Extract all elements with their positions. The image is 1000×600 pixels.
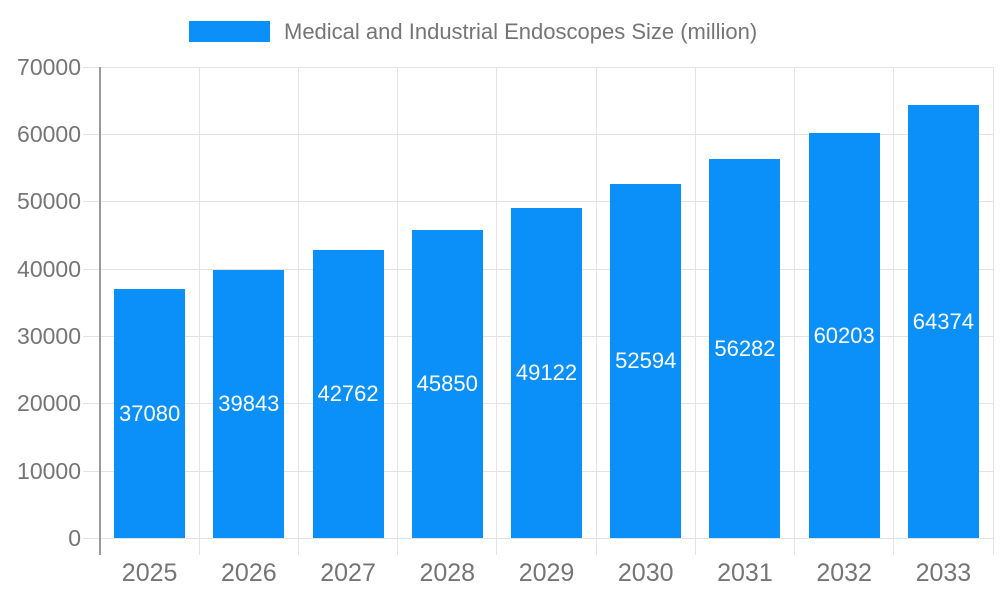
gridline-horizontal (100, 538, 993, 539)
x-axis-tick (694, 538, 696, 555)
x-axis-tick (496, 538, 498, 555)
bar (511, 207, 582, 539)
gridline-vertical (794, 67, 796, 539)
gridline-horizontal (100, 133, 993, 135)
y-axis-tick (83, 538, 100, 539)
y-axis-tick (83, 403, 100, 405)
bar-value-label: 60203 (813, 322, 875, 348)
y-axis-tick-label: 40000 (17, 255, 81, 282)
bar-value-label: 64374 (912, 308, 974, 334)
bar (907, 104, 979, 539)
x-axis-tick-label: 2025 (121, 558, 178, 587)
y-axis-tick-label: 50000 (17, 188, 81, 215)
y-axis-tick (83, 66, 100, 68)
x-axis-tick (595, 538, 597, 555)
y-axis-tick (83, 470, 100, 472)
y-axis-tick-label: 0 (68, 525, 81, 551)
y-axis-tick (83, 133, 100, 135)
x-axis-tick (397, 538, 399, 555)
bar (213, 270, 285, 539)
y-axis-line (99, 67, 101, 555)
y-axis-tick (83, 335, 100, 337)
y-axis-tick-label: 20000 (17, 390, 81, 417)
gridline-vertical (198, 67, 200, 539)
bar-value-label: 49122 (515, 360, 578, 386)
x-axis-tick (297, 538, 299, 555)
legend-swatch (189, 21, 270, 42)
x-axis-tick-label: 2029 (518, 558, 575, 587)
legend-label: Medical and Industrial Endoscopes Size (… (284, 19, 758, 44)
y-axis-tick-label: 70000 (17, 53, 81, 80)
x-axis-tick-label: 2031 (717, 558, 773, 587)
gridline-vertical (694, 67, 696, 539)
bar (312, 250, 384, 539)
x-axis-tick-label: 2027 (320, 558, 376, 587)
bar (610, 184, 682, 539)
gridline-horizontal (100, 66, 993, 68)
x-axis-tick (893, 538, 895, 555)
bar-value-label: 37080 (119, 400, 181, 426)
gridline-horizontal (100, 201, 993, 203)
bar (411, 229, 483, 539)
bar-value-label: 52594 (615, 348, 677, 374)
bar (709, 159, 781, 539)
x-axis-tick (198, 538, 200, 555)
x-axis-tick-label: 2028 (419, 558, 476, 587)
gridline-vertical (595, 67, 597, 539)
gridline-vertical (397, 67, 399, 539)
y-axis-tick-label: 10000 (17, 457, 81, 484)
bar-value-label: 42762 (317, 381, 379, 407)
y-axis-tick (83, 268, 100, 270)
x-axis-tick (794, 538, 796, 555)
x-axis-tick-label: 2033 (915, 558, 972, 587)
y-axis-tick-label: 30000 (17, 322, 81, 349)
bar (114, 288, 186, 539)
x-axis-tick-label: 2030 (617, 558, 674, 587)
gridline-vertical (297, 67, 299, 539)
bar (808, 132, 880, 539)
bar-value-label: 56282 (714, 335, 776, 361)
x-axis-tick-label: 2032 (816, 558, 872, 587)
bar-value-label: 39843 (218, 391, 280, 417)
bar-value-label: 45850 (416, 371, 478, 397)
x-axis-tick-label: 2026 (221, 558, 277, 587)
legend: Medical and Industrial Endoscopes Size (… (189, 19, 758, 44)
y-axis-tick-label: 60000 (17, 120, 81, 147)
gridline-vertical (992, 67, 994, 539)
x-axis-tick (992, 538, 994, 555)
gridline-vertical (496, 67, 498, 539)
y-axis-tick (83, 201, 100, 203)
gridline-vertical (893, 67, 895, 539)
